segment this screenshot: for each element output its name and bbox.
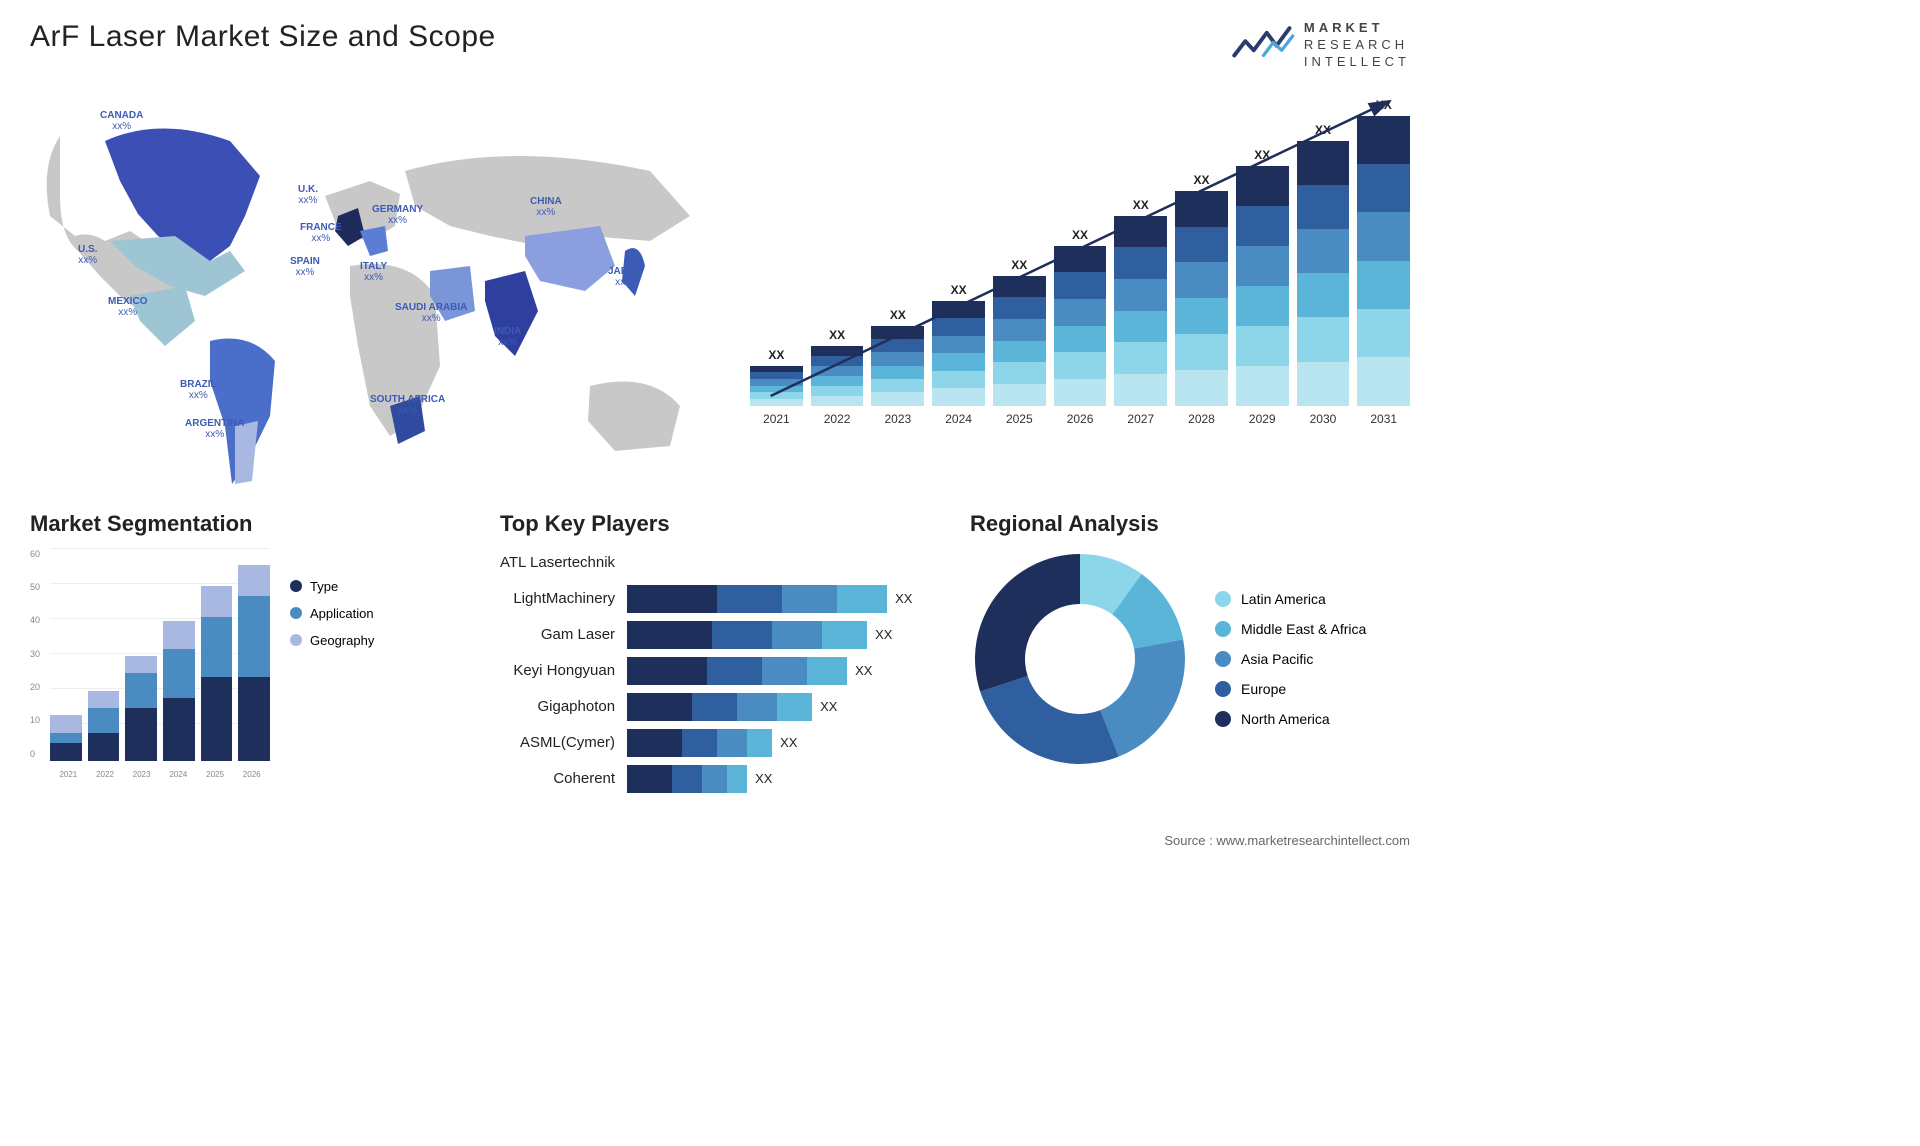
- player-name: Gigaphoton: [500, 693, 615, 721]
- region-legend-item: Asia Pacific: [1215, 651, 1366, 667]
- segmentation-chart: 0102030405060 202120222023202420252026: [30, 549, 270, 789]
- region-legend-item: Middle East & Africa: [1215, 621, 1366, 637]
- seg-y-axis: 0102030405060: [30, 549, 40, 759]
- player-bar-row: XX: [627, 693, 940, 721]
- segmentation-section: Market Segmentation 0102030405060 202120…: [30, 511, 470, 793]
- growth-bar: XX2025: [993, 258, 1046, 426]
- donut-slice: [1100, 639, 1185, 756]
- map-label: SPAINxx%: [290, 256, 320, 278]
- players-section: Top Key Players ATL Lasertechnik LightMac…: [500, 511, 940, 793]
- growth-bar: XX2029: [1236, 148, 1289, 426]
- donut-slice: [980, 676, 1119, 764]
- world-map: CANADAxx% U.S.xx% MEXICOxx% BRAZILxx% ARGENT…: [30, 86, 710, 486]
- player-bar-row: [627, 549, 940, 577]
- player-bar-row: XX: [627, 621, 940, 649]
- map-label: INDIAxx%: [494, 326, 521, 348]
- source-footer: Source : www.marketresearchintellect.com: [1164, 833, 1410, 848]
- segmentation-title: Market Segmentation: [30, 511, 470, 537]
- player-name: Keyi Hongyuan: [500, 657, 615, 685]
- growth-bar: XX2024: [932, 283, 985, 426]
- map-label: ITALYxx%: [360, 261, 387, 283]
- page-title: ArF Laser Market Size and Scope: [30, 20, 496, 54]
- region-legend-item: Europe: [1215, 681, 1366, 697]
- seg-bar: [125, 656, 157, 761]
- growth-bar: XX2023: [871, 308, 924, 426]
- growth-bar: XX2021: [750, 348, 803, 426]
- seg-bar: [163, 621, 195, 761]
- regional-legend: Latin America Middle East & Africa Asia Pa…: [1215, 591, 1366, 727]
- seg-bar: [238, 565, 270, 761]
- player-name: Coherent: [500, 765, 615, 793]
- seg-bar: [201, 586, 233, 761]
- growth-bar: XX2026: [1054, 228, 1107, 426]
- seg-bar: [88, 691, 120, 761]
- player-name: LightMachinery: [500, 585, 615, 613]
- region-legend-item: Latin America: [1215, 591, 1366, 607]
- player-bar-row: XX: [627, 765, 940, 793]
- segmentation-legend: Type Application Geography: [290, 549, 374, 789]
- growth-bar: XX2031: [1357, 98, 1410, 426]
- map-label: SAUDI ARABIAxx%: [395, 302, 467, 324]
- growth-bars: XX2021XX2022XX2023XX2024XX2025XX2026XX20…: [750, 86, 1410, 426]
- map-label: CHINAxx%: [530, 196, 562, 218]
- map-label: JAPANxx%: [608, 266, 641, 288]
- growth-bar: XX2030: [1297, 123, 1350, 426]
- map-label: SOUTH AFRICAxx%: [370, 394, 445, 416]
- map-label: FRANCExx%: [300, 222, 342, 244]
- donut-slice: [975, 554, 1080, 691]
- player-name: Gam Laser: [500, 621, 615, 649]
- growth-bar: XX2022: [811, 328, 864, 426]
- seg-legend-item: Application: [290, 606, 374, 621]
- seg-bars: [50, 551, 270, 761]
- seg-bar: [50, 715, 82, 761]
- regional-title: Regional Analysis: [970, 511, 1410, 537]
- players-title: Top Key Players: [500, 511, 940, 537]
- player-bar-row: XX: [627, 585, 940, 613]
- player-labels: ATL Lasertechnik LightMachinery Gam Laser K…: [500, 549, 615, 793]
- region-legend-item: North America: [1215, 711, 1366, 727]
- growth-chart: XX2021XX2022XX2023XX2024XX2025XX2026XX20…: [750, 86, 1410, 466]
- regional-section: Regional Analysis Latin America Middle Ea…: [970, 511, 1410, 793]
- logo-text: MARKET RESEARCH INTELLECT: [1304, 20, 1410, 71]
- map-label: ARGENTINAxx%: [185, 418, 244, 440]
- player-bars: XX XX XX XX XX XX: [627, 549, 940, 793]
- seg-legend-item: Geography: [290, 633, 374, 648]
- map-label: BRAZILxx%: [180, 379, 217, 401]
- player-bar-row: XX: [627, 729, 940, 757]
- seg-x-axis: 202120222023202420252026: [50, 770, 270, 779]
- map-label: U.S.xx%: [78, 244, 97, 266]
- map-label: CANADAxx%: [100, 110, 143, 132]
- brand-logo: MARKET RESEARCH INTELLECT: [1231, 20, 1410, 71]
- logo-icon: [1231, 20, 1296, 70]
- map-label: MEXICOxx%: [108, 296, 147, 318]
- seg-legend-item: Type: [290, 579, 374, 594]
- map-label: U.K.xx%: [298, 184, 318, 206]
- player-name: ATL Lasertechnik: [500, 549, 615, 577]
- regional-donut: [970, 549, 1190, 769]
- growth-bar: XX2027: [1114, 198, 1167, 426]
- player-name: ASML(Cymer): [500, 729, 615, 757]
- growth-bar: XX2028: [1175, 173, 1228, 426]
- player-bar-row: XX: [627, 657, 940, 685]
- map-label: GERMANYxx%: [372, 204, 423, 226]
